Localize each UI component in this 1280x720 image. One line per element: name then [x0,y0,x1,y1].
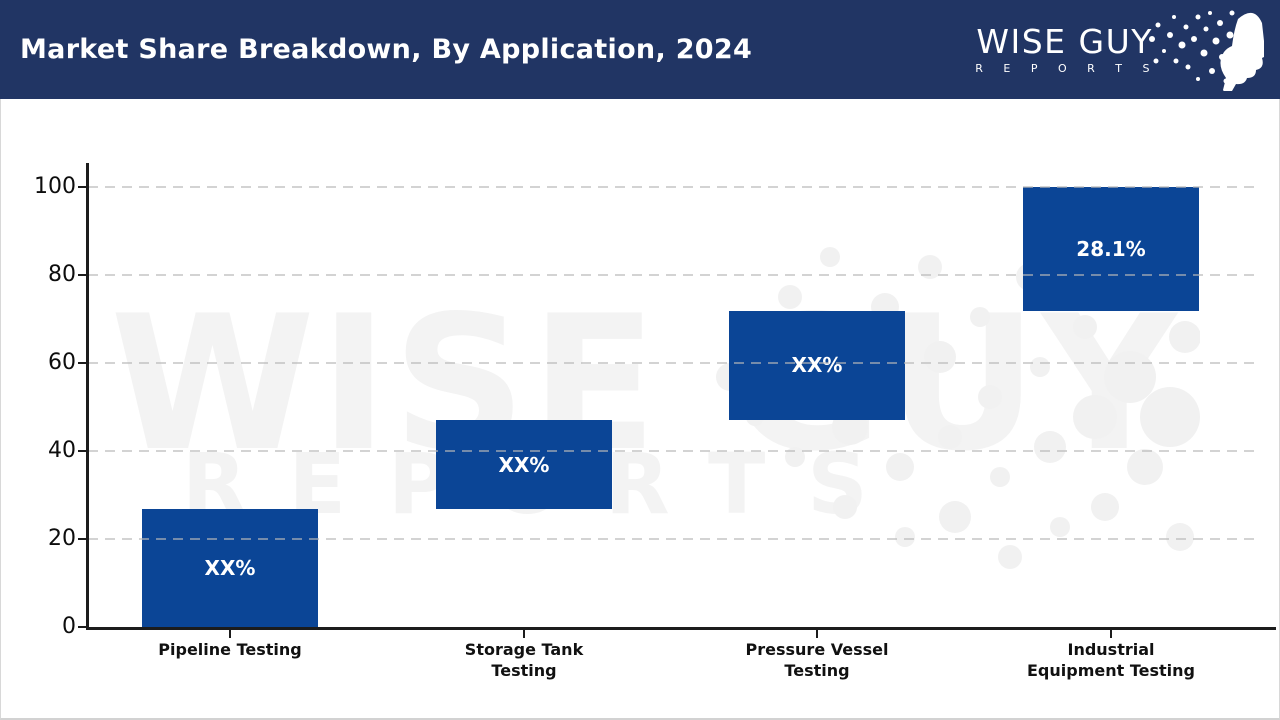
watermark-wiseguy-text: WISE GUY [110,275,1181,492]
bar-value-label: XX% [791,353,843,378]
x-tick-mark [816,630,818,638]
logo-face-icon [1146,5,1270,95]
bar: XX% [142,509,318,627]
x-tick-mark [229,630,231,638]
x-category-label: Storage Tank Testing [464,640,584,680]
x-axis-line [86,627,1276,630]
y-gridline [88,362,1260,364]
y-tick-label: 100 [34,174,76,199]
y-tick-label: 0 [62,614,76,639]
x-category-label: Pressure Vessel Testing [745,640,889,680]
logo-subtitle: R E P O R T S [975,62,1158,75]
bar-value-label: XX% [204,556,256,581]
y-gridline [88,274,1260,276]
y-gridline [88,450,1260,452]
wiseguy-logo: WISE GUY R E P O R T S [971,5,1270,95]
bar-value-label: XX% [498,452,550,477]
y-tick-label: 20 [48,526,76,551]
logo-name: WISE GUY [976,22,1153,61]
x-tick-mark [523,630,525,638]
y-tick-mark [78,274,87,276]
y-tick-label: 80 [48,262,76,287]
chart-title: Market Share Breakdown, By Application, … [20,34,753,65]
y-tick-mark [78,186,87,188]
logo-text: WISE GUY R E P O R T S [971,25,1158,74]
y-gridline [88,186,1260,188]
bar: XX% [436,420,612,510]
x-tick-mark [1110,630,1112,638]
bar: 28.1% [1023,187,1199,311]
y-tick-mark [78,538,87,540]
x-category-label: Pipeline Testing [158,640,302,659]
y-tick-mark [78,626,87,628]
y-tick-mark [78,450,87,452]
y-tick-label: 60 [48,350,76,375]
y-tick-mark [78,362,87,364]
bar-value-label: 28.1% [1076,236,1146,261]
y-axis-line [86,163,89,630]
y-gridline [88,538,1260,540]
bar: XX% [729,310,905,421]
y-tick-label: 40 [48,438,76,463]
header-bar: Market Share Breakdown, By Application, … [0,0,1280,99]
x-category-label: Industrial Equipment Testing [1027,640,1195,680]
